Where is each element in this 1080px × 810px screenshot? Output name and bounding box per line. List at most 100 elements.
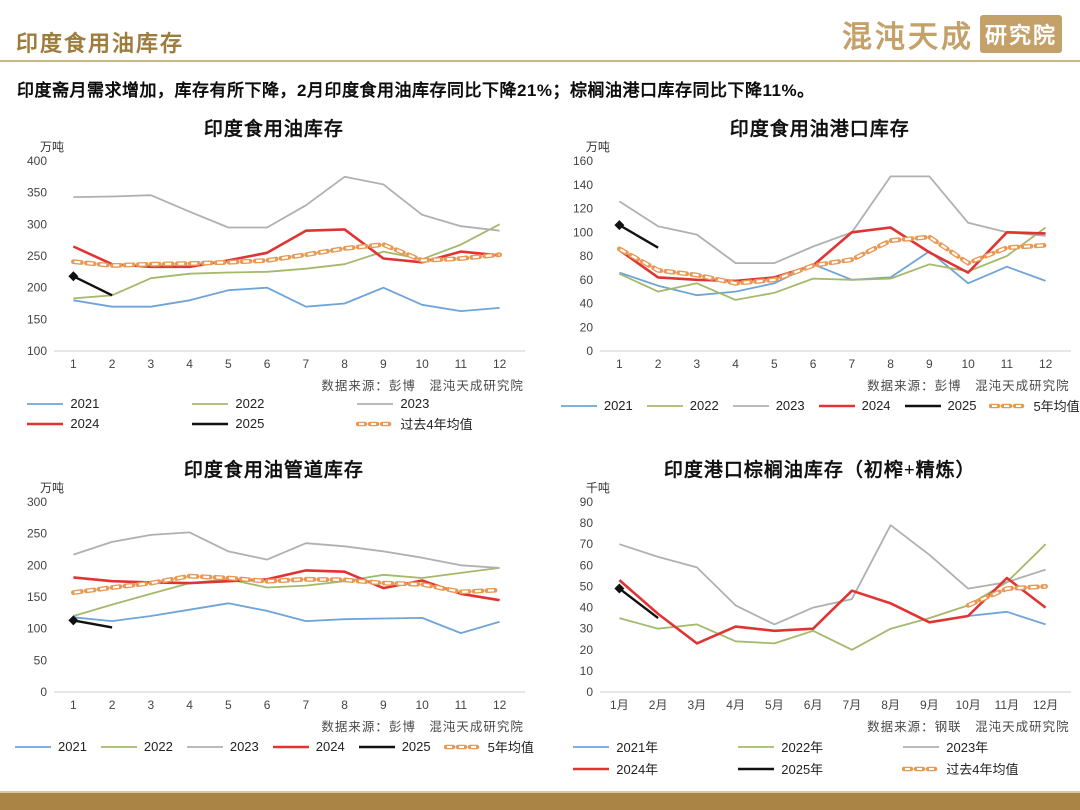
legend-label: 2021: [603, 398, 633, 413]
legend-swatch: [27, 402, 64, 405]
legend-item-2021: 2021: [14, 737, 87, 756]
legend-label: 2024年: [616, 762, 659, 777]
x-tick-label: 2月: [649, 698, 668, 712]
y-tick-label: 0: [586, 685, 593, 699]
y-tick-label: 150: [27, 312, 47, 326]
x-tick-label: 11: [455, 357, 468, 371]
series-2024年-line: [618, 576, 1047, 645]
source-note: 数据来源：彭博 混沌天成研究院: [321, 379, 524, 393]
legend-label: 过去4年均值: [400, 417, 473, 432]
x-tick-label: 12月: [1033, 698, 1058, 712]
legend-label: 2023: [229, 739, 259, 754]
legend-swatch: [27, 422, 64, 425]
x-tick-label: 8: [887, 357, 894, 371]
chart-edible-oil-port-inventory: 印度食用油港口库存 万吨 0 20 40 60 80 100 120 140 160 1 2 3 4 5 6…: [560, 108, 1080, 445]
legend-label: 2024: [315, 739, 345, 754]
y-tick-label: 40: [579, 297, 593, 311]
series-2021年-line: [967, 610, 1046, 626]
x-tick-label: 1: [70, 357, 77, 371]
legend-label: 2024: [70, 416, 100, 431]
x-tick-label: 7: [303, 357, 310, 371]
y-tick-label: 200: [27, 558, 47, 572]
legend-item-5年均值: 5年均值: [443, 737, 534, 756]
y-tick-label: 70: [579, 537, 593, 551]
logo-brand-text: 混沌天成: [841, 21, 974, 54]
series-2025-diamond-marker: [68, 271, 79, 282]
series-2025-line: [618, 224, 659, 249]
y-tick-label: 80: [579, 249, 593, 263]
y-tick-label: 100: [27, 622, 47, 636]
x-tick-label: 3月: [687, 698, 706, 712]
legend-swatch: [192, 402, 229, 405]
y-tick-label: 30: [579, 622, 593, 636]
line-chart-svg: 0 10 20 30 40 50 60 70 80 90 1月 2月 3月 4月 5月 6月 7月 8月 9月 10月…: [579, 495, 1071, 712]
y-tick-label: 350: [27, 186, 47, 200]
x-tick-label: 11: [1000, 357, 1013, 371]
x-tick-label: 7: [303, 698, 310, 712]
legend-label: 过去4年均值: [946, 762, 1019, 777]
chart-legend: 2021 2022 2023 2024 2025 过去4年均值: [14, 396, 534, 433]
series-过去4年均值-line-inner: [73, 243, 500, 267]
x-tick-label: 9: [380, 357, 387, 371]
series-2025年-line: [618, 587, 659, 620]
x-tick-label: 6: [264, 357, 271, 371]
x-tick-label: 10: [415, 698, 429, 712]
x-tick-label: 12: [493, 698, 507, 712]
y-tick-label: 80: [579, 516, 593, 530]
legend-label: 2023: [400, 396, 430, 411]
x-tick-label: 4: [732, 357, 739, 371]
series-2022-line: [618, 226, 1046, 301]
x-tick-label: 10: [415, 357, 429, 371]
x-tick-label: 7月: [842, 698, 861, 712]
legend-label: 2022: [143, 739, 173, 754]
y-tick-label: 150: [27, 590, 47, 604]
legend-label: 2025: [235, 416, 265, 431]
legend-swatch: [738, 767, 775, 770]
legend-item-2022: 2022: [191, 396, 356, 411]
legend-label: 2023年: [946, 740, 989, 755]
x-tick-label: 9: [380, 698, 387, 712]
source-note: 数据来源：彭博 混沌天成研究院: [321, 720, 524, 734]
legend-swatch: [560, 404, 597, 407]
legend-item-2023: 2023: [732, 396, 805, 415]
x-tick-label: 1: [616, 357, 623, 371]
unit-label: 万吨: [585, 140, 610, 154]
x-tick-label: 1月: [610, 698, 629, 712]
series-过去4年均值-line-inner: [967, 585, 1046, 607]
series-2024-line: [618, 226, 1046, 283]
x-tick-label: 4月: [726, 698, 745, 712]
x-tick-label: 3: [148, 357, 155, 371]
chart-legend: 2021 2022 2023 2024 2025 5年均值: [14, 737, 534, 756]
page-subtitle: 印度斋月需求增加，库存有所下降，2月印度食用油库存同比下降21%；棕榈油港口库存…: [17, 81, 815, 100]
series-2025-diamond-marker: [68, 615, 79, 626]
legend-label: 2025: [401, 739, 431, 754]
legend-swatch: [989, 403, 1028, 408]
legend-item-2023: 2023: [356, 396, 521, 411]
y-tick-label: 20: [579, 320, 593, 334]
series-5年均值-line: [616, 234, 1048, 286]
y-tick-label: 250: [27, 527, 47, 541]
x-tick-label: 6: [264, 698, 271, 712]
legend-item-2021: 2021: [560, 396, 633, 415]
series-2025-diamond-marker: [614, 220, 625, 231]
logo-suffix-box: 研究院: [979, 15, 1062, 53]
chart-title: 印度食用油港口库存: [729, 119, 910, 140]
legend-item-2022: 2022: [646, 396, 719, 415]
y-tick-label: 50: [34, 653, 48, 667]
legend-label: 2025: [947, 398, 977, 413]
x-tick-label: 9: [926, 357, 933, 371]
series-5年均值-line-inner: [618, 235, 1046, 285]
legend-item-2022年: 2022年: [737, 737, 902, 756]
x-tick-label: 5: [225, 357, 232, 371]
legend-item-2023年: 2023年: [902, 737, 1067, 756]
page-title: 印度食用油库存: [16, 31, 185, 56]
series-2021-line: [73, 286, 500, 312]
x-tick-label: 8: [341, 698, 348, 712]
legend-label: 2023: [775, 398, 805, 413]
x-tick-label: 4: [186, 357, 193, 371]
x-tick-label: 7: [848, 357, 855, 371]
x-tick-label: 2: [655, 357, 662, 371]
legend-swatch: [15, 745, 51, 748]
